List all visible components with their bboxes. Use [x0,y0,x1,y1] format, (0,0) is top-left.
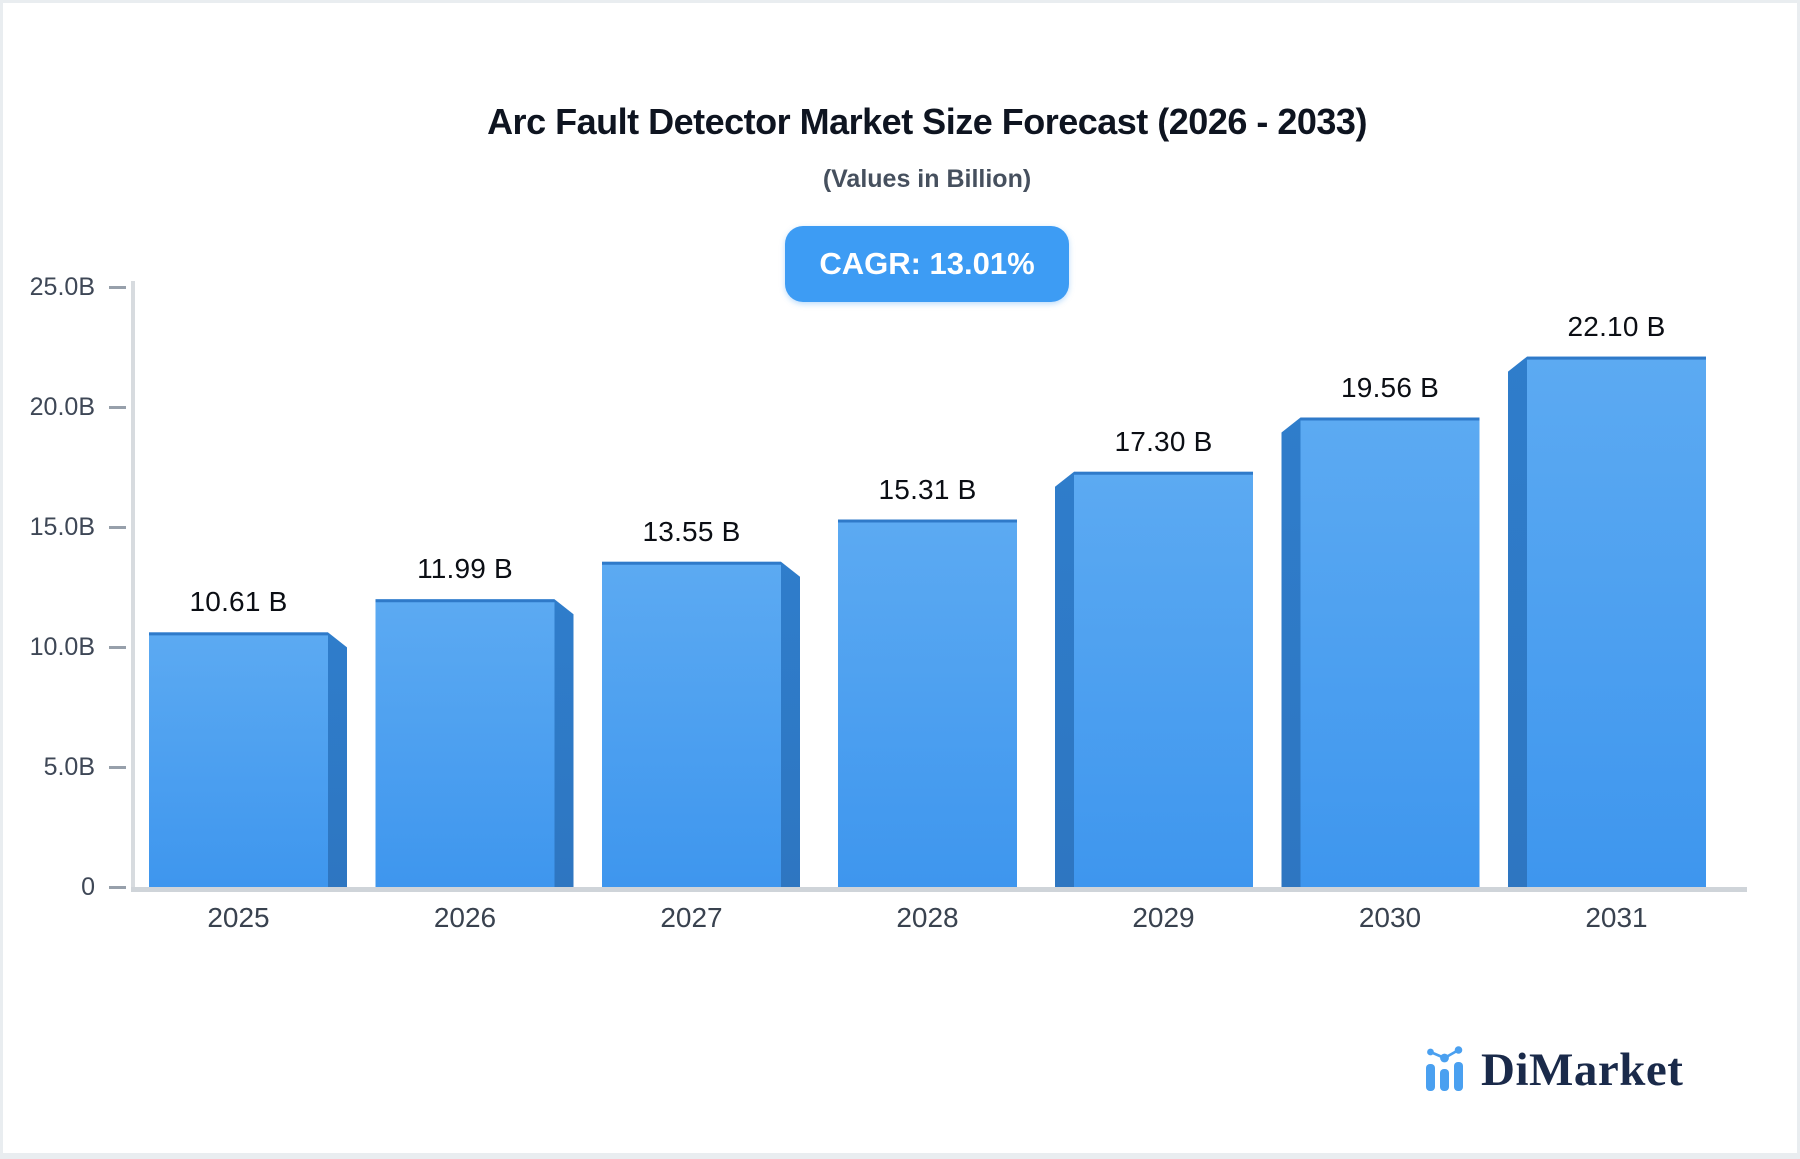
y-axis-tick-mark [109,405,126,409]
x-axis-label: 2028 [896,902,959,933]
bar-2030 [1281,417,1480,887]
bars-canvas [149,356,1706,888]
bar-2027 [602,561,800,887]
bar-front-face [375,599,555,887]
bar-chart-sparkline-icon [1426,1046,1463,1091]
chart-card: Arc Fault Detector Market Size Forecast … [3,3,1797,1153]
bar-value-label: 15.31 B [878,473,977,505]
y-axis-line [131,281,135,891]
bar-value-label: 19.56 B [1341,371,1439,403]
bar-value-label: 22.10 B [1567,310,1666,342]
bar-2026 [375,599,574,887]
y-axis-tick-mark [109,285,126,289]
y-axis-tick-mark [109,525,126,529]
y-axis-tick-mark [109,885,126,889]
bar-side-face [1055,471,1074,887]
bar-front-face [149,632,328,887]
x-axis-label: 2025 [207,902,270,933]
y-axis-tick-mark [109,645,126,649]
y-axis-tick-label: 5.0B [43,753,95,781]
y-axis-tick-label: 10.0B [29,633,95,661]
x-axis-line [131,887,1747,892]
y-axis-tick-label: 0 [81,873,95,901]
bar-front-face [1074,471,1253,887]
bar-side-face [554,599,574,887]
bar-front-face [1527,356,1706,888]
bar-chart-plot-area: 0 5.0B 10.0B 15.0B 20.0B 25.0B 10.61 B 11.99 B… [3,3,1797,1153]
bar-2031 [1508,356,1706,888]
chart-header: Arc Fault Detector Market Size Forecast … [51,3,1800,302]
bar-value-label: 13.55 B [642,515,741,547]
bar-value-label: 11.99 B [417,553,513,585]
chart-subtitle: (Values in Billion) [822,165,1032,193]
x-axis-label: 2027 [660,902,723,933]
bar-side-face [1281,417,1301,887]
bar-value-label: 17.30 B [1114,425,1213,457]
dimarket-logo: DiMarket [1425,1043,1683,1095]
x-axis-label: 2029 [1132,902,1195,933]
x-axis-label: 2026 [433,902,497,933]
bar-side-face [328,632,347,887]
bar-side-face [781,561,800,887]
bar-2025 [149,632,347,887]
x-axis-label: 2031 [1585,902,1648,933]
bar-side-face [1508,356,1527,888]
logo-text: DiMarket [1481,1044,1684,1096]
bar-front-face [602,561,781,887]
y-axis-tick-label: 20.0B [29,393,95,421]
bar-front-face [838,519,1017,887]
y-axis-tick-mark [109,765,126,769]
bar-2029 [1055,471,1253,887]
bar-2028 [838,519,1017,887]
y-axis-tick-label: 25.0B [29,273,95,301]
chart-title: Arc Fault Detector Market Size Forecast … [487,101,1367,142]
bar-value-label: 10.61 B [189,586,288,618]
y-axis-tick-label: 15.0B [29,513,95,541]
x-axis-label: 2030 [1358,902,1422,933]
cagr-badge: CAGR: 13.01% [785,226,1069,302]
bar-front-face [1300,417,1480,887]
